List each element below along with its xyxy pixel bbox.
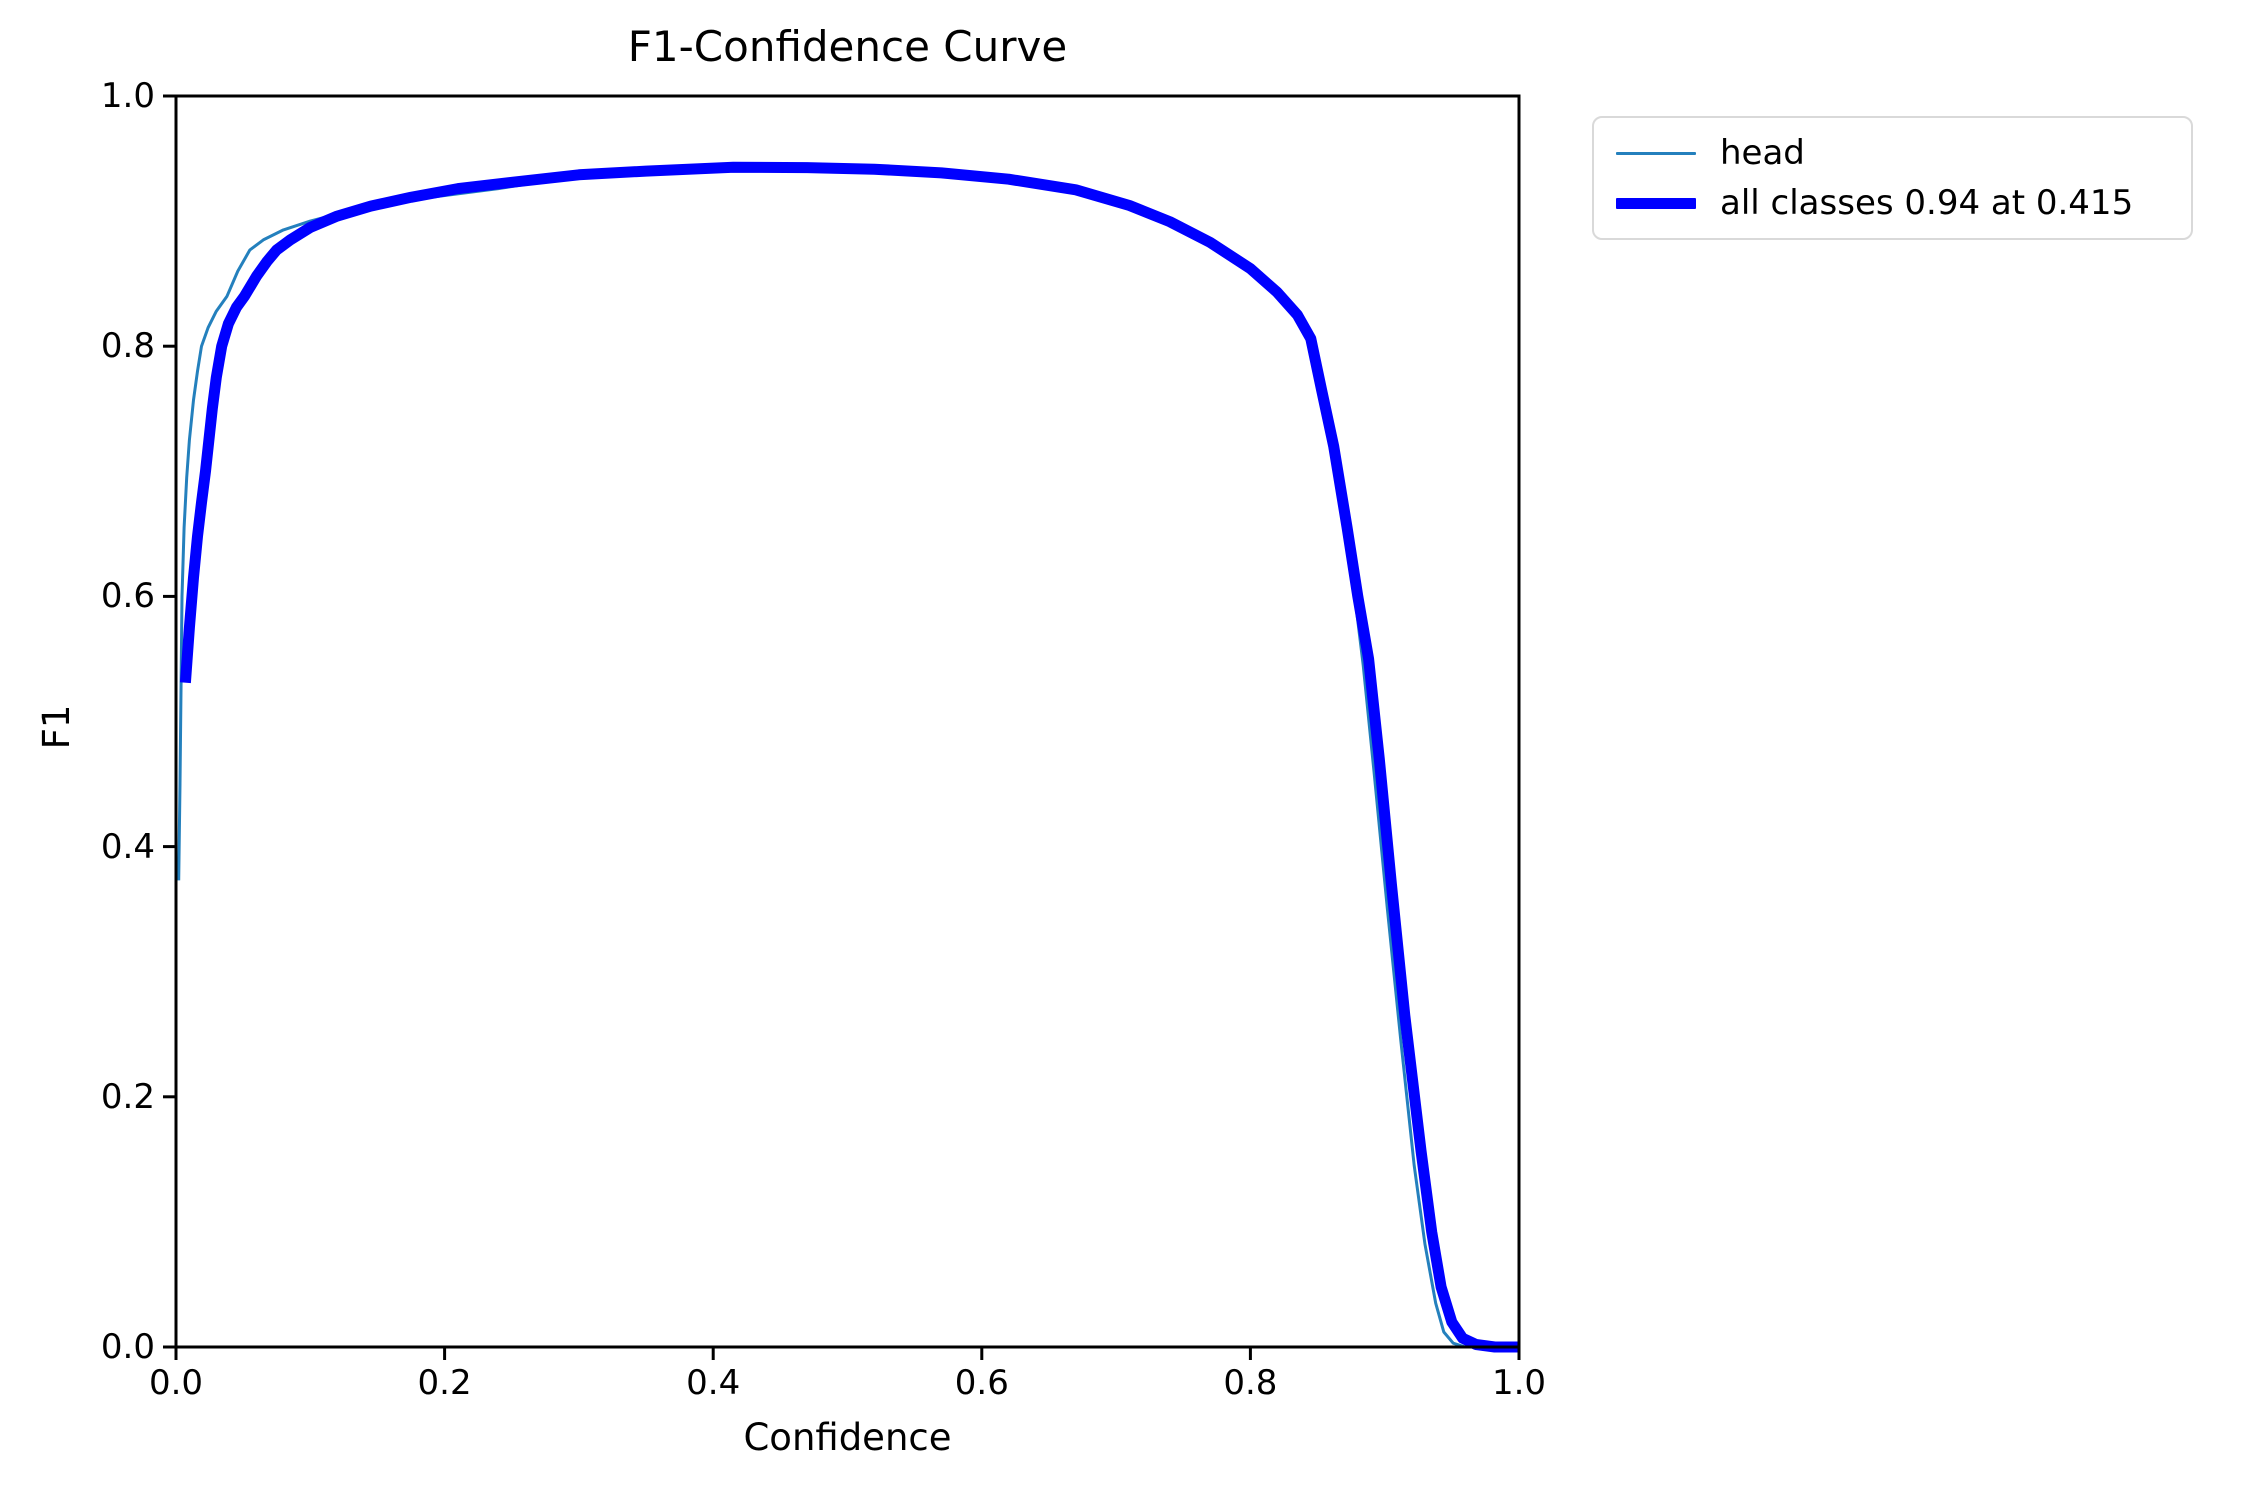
chart-title: F1-Confidence Curve [627, 22, 1068, 71]
head-line-swatch [1616, 151, 1696, 155]
y-tick-label: 0.4 [100, 826, 155, 867]
x-tick-label: 1.0 [1491, 1363, 1547, 1403]
legend-label-head: head [1720, 133, 1805, 173]
y-tick-label: 0.0 [100, 1327, 155, 1367]
y-axis-label: F1 [34, 704, 78, 750]
x-axis-label: Confidence [743, 1416, 952, 1459]
axes-group [163, 94, 1521, 1360]
y-tick-label: 0.2 [100, 1076, 155, 1117]
all-classes-line-swatch [1616, 197, 1696, 209]
x-tick-label: 0.4 [686, 1363, 741, 1403]
y-tick-label: 0.6 [100, 576, 155, 617]
all-classes-curve-line [179, 161, 1519, 1353]
legend-entry-head: head [1616, 129, 2191, 177]
legend-box: head all classes 0.94 at 0.415 [1592, 116, 2193, 240]
x-tick-label: 0.6 [954, 1363, 1009, 1403]
series-group [177, 161, 1519, 1353]
x-tick-label: 0.2 [417, 1363, 472, 1403]
legend-label-all-classes: all classes 0.94 at 0.415 [1720, 183, 2134, 223]
head-curve-line [177, 165, 1519, 1349]
y-tick-label: 1.0 [100, 76, 155, 116]
y-tick-label: 0.8 [100, 326, 155, 367]
x-tick-label: 0.8 [1223, 1363, 1278, 1403]
legend-entry-all-classes: all classes 0.94 at 0.415 [1616, 179, 2191, 227]
x-tick-label: 0.0 [148, 1363, 204, 1403]
